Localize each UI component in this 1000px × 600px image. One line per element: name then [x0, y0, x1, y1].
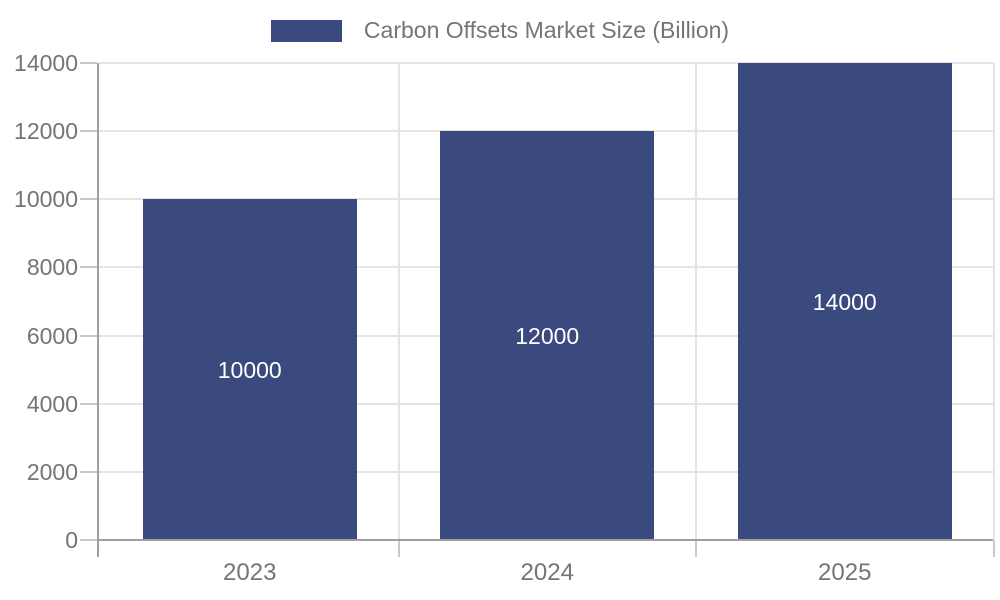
legend-swatch-icon: [270, 19, 342, 42]
bar-value-label: 14000: [812, 288, 877, 315]
y-tick-label: 12000: [14, 118, 78, 145]
bar-2024: [440, 131, 655, 540]
y-axis-line: [97, 63, 99, 557]
y-tick-label: 2000: [26, 458, 78, 485]
y-tick-mark: [80, 539, 97, 541]
bar-value-label: 12000: [515, 322, 580, 349]
x-tick-mark: [992, 540, 995, 557]
legend-label: Carbon Offsets Market Size (Billion): [363, 17, 730, 43]
bar-2023: [142, 199, 357, 540]
legend: Carbon Offsets Market Size (Billion): [0, 17, 1000, 44]
x-tick-mark: [397, 540, 400, 557]
x-axis-line: [97, 539, 993, 541]
y-tick-mark: [80, 198, 97, 201]
y-tick-mark: [80, 470, 97, 473]
x-tick-label: 2024: [520, 559, 574, 586]
y-tick-label: 0: [65, 527, 78, 553]
y-tick-mark: [80, 334, 97, 337]
y-tick-label: 4000: [26, 390, 78, 417]
y-tick-label: 6000: [26, 322, 78, 349]
y-tick-label: 10000: [14, 186, 78, 213]
x-tick-mark: [695, 540, 697, 557]
y-tick-mark: [80, 62, 97, 64]
y-gridline: [99, 62, 993, 64]
y-tick-mark: [80, 130, 97, 133]
y-tick-mark: [80, 402, 97, 405]
y-tick-label: 14000: [14, 50, 78, 76]
x-tick-label: 2025: [818, 559, 872, 586]
y-tick-label: 8000: [26, 254, 78, 281]
x-tick-label: 2023: [223, 559, 277, 586]
x-gridline: [695, 63, 697, 540]
y-tick-mark: [80, 266, 97, 269]
bar-value-label: 10000: [217, 356, 282, 383]
x-gridline: [992, 63, 995, 540]
bar-2025: [737, 63, 952, 540]
x-gridline: [397, 63, 400, 540]
